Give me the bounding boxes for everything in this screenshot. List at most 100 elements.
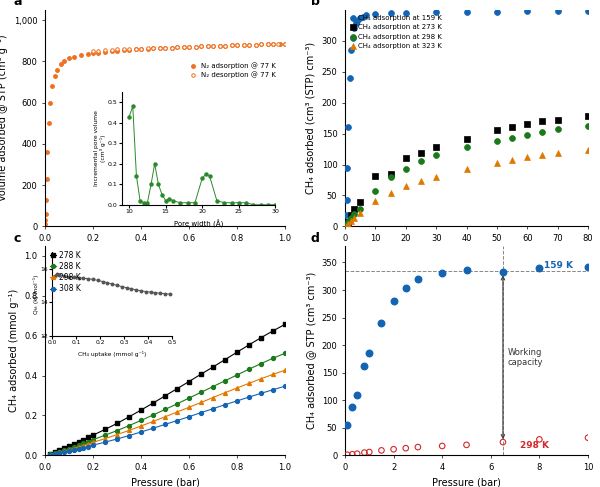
- CH₄ adsorption at 159 K: [342, 197, 352, 205]
- N₂ adsorption @ 77 K: [77, 52, 85, 58]
- Line: 298 K: 298 K: [48, 368, 287, 456]
- CH₄ adsorption at 298 K: [583, 122, 593, 130]
- 308 K: [113, 436, 121, 442]
- 278 K: [269, 328, 277, 334]
- CH₄ adsorption at 159 K: [401, 9, 410, 17]
- 288 K: [173, 401, 181, 407]
- 298 K: [85, 441, 92, 447]
- Point: [359, 449, 369, 456]
- Legend: N₂ adsorption @ 77 K, N₂ desorption @ 77 K: N₂ adsorption @ 77 K, N₂ desorption @ 77…: [190, 62, 277, 79]
- CH₄ adsorption at 273 K: [342, 220, 352, 228]
- CH₄ adsorption at 323 K: [371, 197, 380, 205]
- 308 K: [46, 452, 53, 458]
- CH₄ adsorption at 323 K: [431, 173, 441, 181]
- Point: [535, 435, 544, 443]
- N₂ adsorption @ 77 K: [44, 149, 51, 155]
- CH₄ adsorption at 298 K: [346, 214, 356, 222]
- N₂ adsorption @ 77 K: [205, 43, 212, 49]
- Point: [352, 450, 362, 458]
- 308 K: [257, 391, 265, 396]
- CH₄ adsorption at 298 K: [492, 137, 502, 145]
- 308 K: [185, 414, 193, 420]
- N₂ adsorption @ 77 K: [145, 46, 152, 52]
- 288 K: [125, 423, 133, 429]
- CH₄ adsorption at 323 K: [538, 151, 547, 159]
- N₂ desorption @ 77 K: [101, 47, 109, 53]
- CH₄ adsorption at 298 K: [355, 205, 365, 213]
- N₂ adsorption @ 77 K: [53, 67, 61, 73]
- Point: [535, 264, 544, 272]
- CH₄ adsorption at 159 K: [462, 8, 472, 16]
- N₂ adsorption @ 77 K: [42, 211, 49, 217]
- CH₄ adsorption at 298 K: [523, 131, 532, 139]
- N₂ adsorption @ 77 K: [161, 45, 169, 51]
- N₂ desorption @ 77 K: [209, 43, 217, 49]
- N₂ adsorption @ 77 K: [51, 73, 58, 79]
- N₂ adsorption @ 77 K: [121, 47, 128, 53]
- Point: [389, 297, 398, 305]
- 288 K: [89, 437, 97, 443]
- CH₄ adsorption at 323 K: [416, 177, 426, 185]
- 298 K: [281, 367, 289, 373]
- 308 K: [125, 432, 133, 438]
- CH₄ adsorption at 273 K: [346, 211, 356, 219]
- CH₄ adsorption at 159 K: [343, 124, 353, 131]
- 278 K: [221, 356, 229, 362]
- 288 K: [209, 384, 217, 390]
- Text: d: d: [311, 232, 320, 245]
- 308 K: [65, 448, 73, 454]
- CH₄ adsorption at 159 K: [349, 24, 359, 32]
- N₂ desorption @ 77 K: [269, 41, 277, 47]
- 288 K: [245, 366, 253, 372]
- 278 K: [149, 400, 157, 406]
- 308 K: [245, 394, 253, 400]
- Line: N₂ adsorption @ 77 K: N₂ adsorption @ 77 K: [44, 42, 287, 226]
- N₂ desorption @ 77 K: [241, 42, 248, 48]
- CH₄ adsorption at 159 K: [351, 19, 361, 27]
- N₂ adsorption @ 77 K: [169, 45, 176, 51]
- N₂ adsorption @ 77 K: [137, 46, 145, 52]
- 308 K: [101, 439, 109, 445]
- Legend: 278 K, 288 K, 298 K, 308 K: 278 K, 288 K, 298 K, 308 K: [49, 250, 82, 294]
- N₂ adsorption @ 77 K: [229, 42, 236, 48]
- Point: [365, 350, 374, 357]
- 308 K: [233, 398, 241, 404]
- N₂ desorption @ 77 K: [245, 42, 253, 48]
- 298 K: [65, 447, 73, 453]
- 298 K: [269, 372, 277, 377]
- CH₄ adsorption at 273 K: [343, 218, 353, 225]
- 278 K: [46, 451, 53, 457]
- CH₄ adsorption at 273 K: [462, 134, 472, 142]
- N₂ adsorption @ 77 K: [233, 42, 241, 48]
- Point: [437, 442, 447, 450]
- N₂ adsorption @ 77 K: [89, 50, 97, 56]
- N₂ desorption @ 77 K: [281, 41, 289, 47]
- N₂ desorption @ 77 K: [149, 45, 157, 51]
- 298 K: [75, 444, 82, 450]
- N₂ adsorption @ 77 K: [173, 44, 181, 50]
- 288 K: [85, 439, 92, 445]
- N₂ adsorption @ 77 K: [277, 41, 284, 47]
- N₂ adsorption @ 77 K: [245, 42, 253, 48]
- CH₄ adsorption at 273 K: [355, 198, 365, 206]
- Point: [359, 362, 369, 370]
- CH₄ adsorption at 273 K: [583, 112, 593, 120]
- 288 K: [185, 395, 193, 401]
- 288 K: [65, 446, 73, 451]
- Legend: CH₄ adsorption at 159 K, CH₄ adsorption at 273 K, CH₄ adsorption at 298 K, CH₄ a: CH₄ adsorption at 159 K, CH₄ adsorption …: [349, 13, 443, 51]
- 288 K: [149, 412, 157, 418]
- CH₄ adsorption at 323 K: [349, 214, 359, 222]
- 288 K: [80, 440, 87, 446]
- N₂ adsorption @ 77 K: [57, 61, 64, 67]
- 278 K: [80, 437, 87, 443]
- Y-axis label: CH₄ adsorbed (mmol g⁻¹): CH₄ adsorbed (mmol g⁻¹): [8, 289, 19, 412]
- 308 K: [85, 444, 92, 450]
- CH₄ adsorption at 159 K: [345, 74, 355, 82]
- Point: [413, 275, 422, 283]
- 308 K: [149, 425, 157, 431]
- N₂ desorption @ 77 K: [94, 48, 101, 54]
- Line: 288 K: 288 K: [48, 351, 287, 456]
- N₂ adsorption @ 77 K: [281, 41, 289, 47]
- CH₄ adsorption at 323 K: [343, 220, 353, 228]
- 308 K: [70, 447, 77, 453]
